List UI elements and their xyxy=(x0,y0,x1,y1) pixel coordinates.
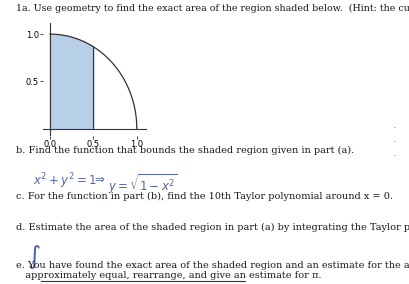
Text: ·: · xyxy=(393,123,396,133)
Text: $\Rightarrow$: $\Rightarrow$ xyxy=(92,172,106,185)
Text: 1a. Use geometry to find the exact area of the region shaded below.  (Hint: the : 1a. Use geometry to find the exact area … xyxy=(16,4,409,13)
Text: $x^2+y^2=1$: $x^2+y^2=1$ xyxy=(33,172,97,191)
Text: c. For the function in part (b), find the 10th Taylor polynomial around x = 0.: c. For the function in part (b), find th… xyxy=(16,192,393,201)
Text: ·: · xyxy=(393,151,396,161)
Text: ·: · xyxy=(393,137,396,147)
Text: $\int$: $\int$ xyxy=(27,243,40,271)
Text: d. Estimate the area of the shaded region in part (a) by integrating the Taylor : d. Estimate the area of the shaded regio… xyxy=(16,223,409,232)
Text: approximately equal, rearrange, and give an estimate for π.: approximately equal, rearrange, and give… xyxy=(16,271,322,280)
Text: $y = \sqrt{1 - x^2}$: $y = \sqrt{1 - x^2}$ xyxy=(108,172,178,195)
Text: e. You have found the exact area of the shaded region and an estimate for the ar: e. You have found the exact area of the … xyxy=(16,261,409,270)
Text: b. Find the function that bounds the shaded region given in part (a).: b. Find the function that bounds the sha… xyxy=(16,146,355,155)
